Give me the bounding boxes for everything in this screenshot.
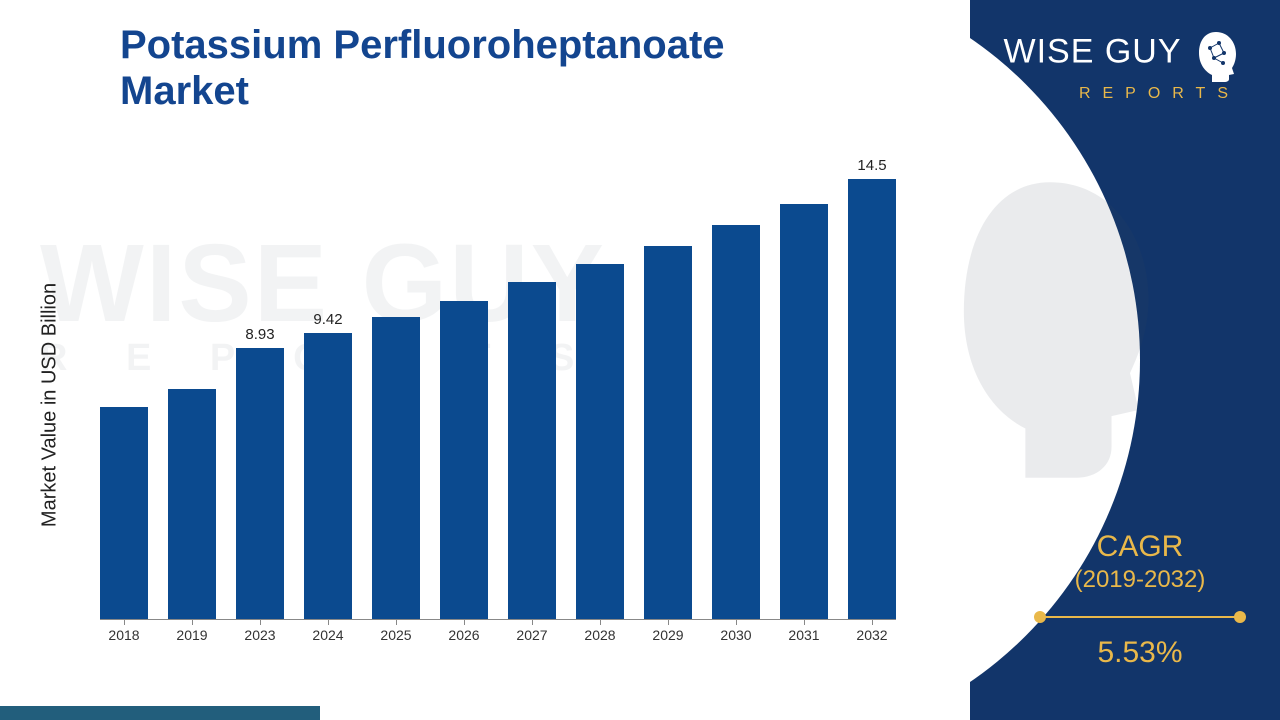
x-tick-label: 2026	[448, 627, 479, 643]
x-tick-label: 2025	[380, 627, 411, 643]
brand-logo: WISE GUY REPORTS	[1004, 30, 1240, 103]
x-tick-label: 2031	[788, 627, 819, 643]
bar	[576, 264, 624, 619]
bar-value-label: 14.5	[848, 157, 896, 174]
bar-value-label: 9.42	[304, 311, 352, 328]
plot-area: 201820198.9320239.4220242025202620272028…	[100, 150, 896, 620]
bar-value-label: 8.93	[236, 326, 284, 343]
bar: 9.42	[304, 333, 352, 619]
bar-chart: Market Value in USD Billion 201820198.93…	[90, 150, 910, 660]
x-tick-label: 2032	[856, 627, 887, 643]
logo-head-icon	[1194, 30, 1240, 87]
bar: 14.5	[848, 179, 896, 619]
x-tick-mark	[872, 619, 873, 625]
x-tick-mark	[532, 619, 533, 625]
x-tick-label: 2028	[584, 627, 615, 643]
bar: 8.93	[236, 348, 284, 619]
x-tick-mark	[124, 619, 125, 625]
bottom-accent-bar	[0, 706, 320, 720]
x-tick-label: 2024	[312, 627, 343, 643]
x-tick-mark	[260, 619, 261, 625]
x-tick-label: 2027	[516, 627, 547, 643]
x-tick-label: 2023	[244, 627, 275, 643]
bar	[712, 225, 760, 619]
x-tick-label: 2019	[176, 627, 207, 643]
x-tick-mark	[192, 619, 193, 625]
cagr-value: 5.53%	[1000, 636, 1280, 670]
x-tick-mark	[600, 619, 601, 625]
bar	[440, 301, 488, 619]
chart-title: Potassium Perfluoroheptanoate Market	[120, 22, 820, 114]
bar	[644, 246, 692, 619]
cagr-range: (2019-2032)	[1000, 566, 1280, 594]
cagr-label: CAGR	[1000, 530, 1280, 564]
x-tick-label: 2029	[652, 627, 683, 643]
x-tick-label: 2030	[720, 627, 751, 643]
x-tick-mark	[464, 619, 465, 625]
x-tick-mark	[668, 619, 669, 625]
bar	[508, 282, 556, 619]
x-tick-mark	[804, 619, 805, 625]
bar	[100, 407, 148, 619]
bar	[168, 389, 216, 619]
x-tick-mark	[396, 619, 397, 625]
x-tick-label: 2018	[108, 627, 139, 643]
bar	[372, 317, 420, 619]
x-tick-mark	[328, 619, 329, 625]
x-tick-mark	[736, 619, 737, 625]
bar	[780, 204, 828, 619]
y-axis-label: Market Value in USD Billion	[39, 283, 62, 527]
cagr-divider	[1040, 616, 1240, 618]
cagr-block: CAGR (2019-2032) 5.53%	[1000, 530, 1280, 670]
logo-text: WISE GUY	[1004, 33, 1182, 71]
logo-subtext: REPORTS	[1004, 85, 1240, 103]
infographic-canvas: WISE GUY R E P O R T S Potassium Perfluo…	[0, 0, 1280, 720]
